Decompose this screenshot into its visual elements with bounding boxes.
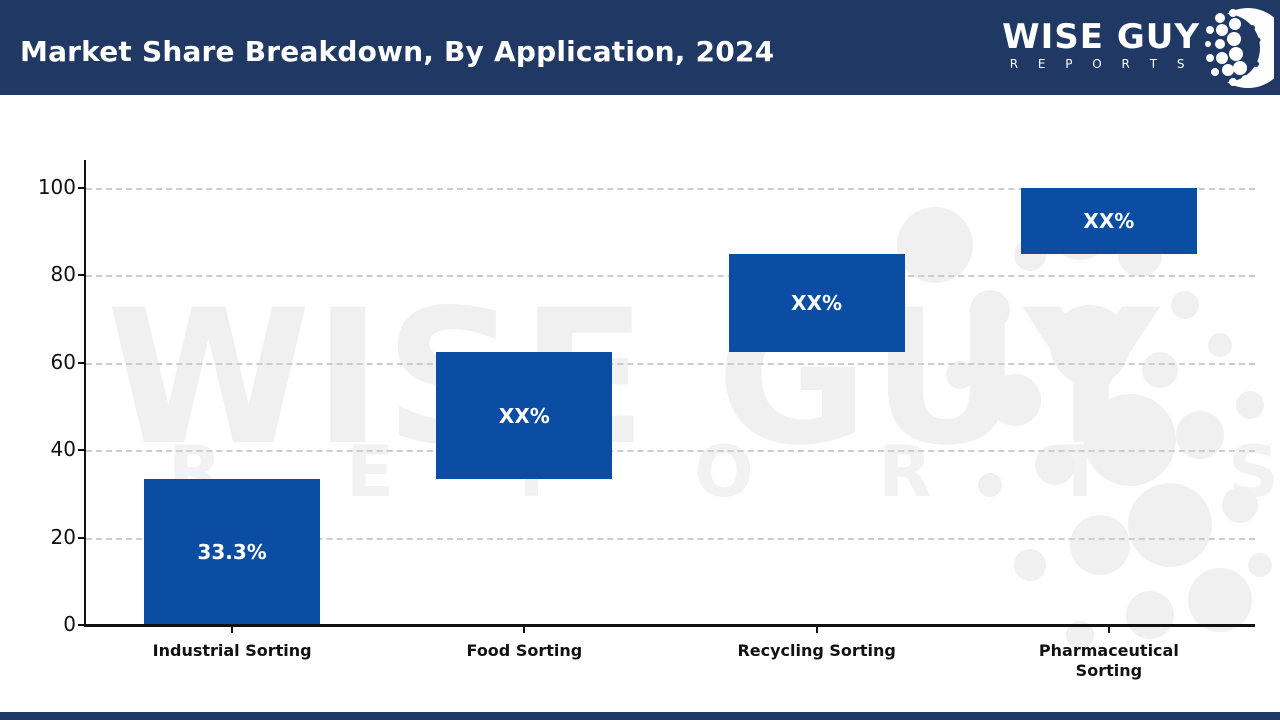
y-axis-spine [84,160,86,627]
y-tick-label-80: 80 [50,262,76,287]
bar-value-label: 33.3% [197,540,267,565]
footer-bar [0,712,1280,720]
brand-logo-text: WISE GUY R E P O R T S [1002,20,1200,71]
y-tick-mark-60 [78,361,86,364]
bar-value-label: XX% [791,290,843,315]
y-tick-label-0: 0 [63,612,76,636]
x-axis-spine [84,624,1255,627]
x-axis-label-industrial-sorting: Industrial Sorting [152,641,312,660]
gridline-y-60 [86,362,1255,365]
y-tick-label-20: 20 [50,524,76,549]
chart-header: Market Share Breakdown, By Application, … [0,0,1280,95]
y-tick-label-100: 100 [37,175,76,199]
bar-value-label: XX% [498,403,550,428]
x-tick-mark-0 [231,625,234,633]
y-tick-mark-0 [78,624,86,626]
x-tick-mark-2 [815,625,818,633]
gridline-y-80 [86,275,1255,278]
bar-pharmaceutical-sorting: XX% [1020,188,1197,254]
x-axis-label-food-sorting: Food Sorting [466,641,583,660]
bar-industrial-sorting: 33.3% [144,479,321,625]
brand-subtitle: R E P O R T S [1009,57,1193,71]
brand-name: WISE GUY [1002,17,1200,57]
bar-recycling-sorting: XX% [728,253,905,353]
y-tick-mark-100 [78,187,86,189]
gridline-y-100 [86,188,1255,190]
y-tick-mark-80 [78,274,86,277]
brand-logo: WISE GUY R E P O R T S [1002,4,1274,92]
x-axis-label-pharmaceutical-sorting: Pharmaceutical Sorting [1038,641,1179,680]
bar-food-sorting: XX% [436,352,613,480]
y-tick-mark-40 [78,449,86,452]
watermark-face-icon [897,200,1272,649]
gridline-y-20 [86,537,1255,540]
y-tick-label-60: 60 [50,349,76,374]
bar-chart-area: WISE GUY R E P O R T S 33.3% XX% XX% XX%… [0,95,1280,712]
x-axis-label-recycling-sorting: Recycling Sorting [737,641,896,660]
page-title: Market Share Breakdown, By Application, … [20,35,775,68]
brand-face-icon [1200,8,1274,88]
y-tick-label-40: 40 [50,437,76,462]
gridline-y-40 [86,450,1255,453]
y-tick-mark-20 [78,536,86,539]
x-tick-mark-1 [523,625,526,633]
bar-value-label: XX% [1083,208,1135,233]
x-tick-mark-3 [1107,625,1110,633]
